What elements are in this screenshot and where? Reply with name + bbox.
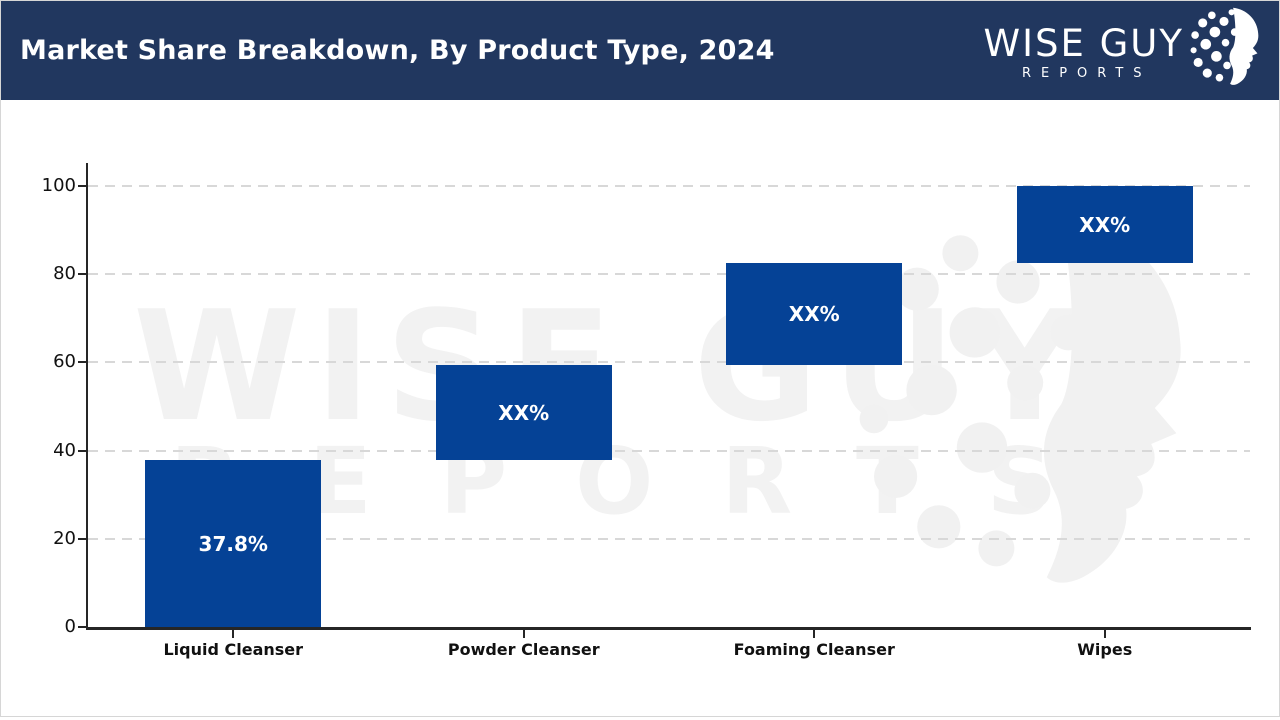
chart-bar-liquid-cleanser: 37.8% (145, 460, 322, 627)
bar-value-label: XX% (498, 400, 550, 425)
y-axis-tick-label: 0 (64, 616, 76, 637)
y-axis-tick (78, 185, 86, 187)
header-bar: Market Share Breakdown, By Product Type,… (0, 0, 1280, 100)
x-axis-tick (232, 630, 235, 638)
bar-value-label: XX% (1079, 212, 1131, 237)
gridline (88, 361, 1250, 364)
logo-text: WISE GUY REPORTS (983, 22, 1184, 82)
logo-name: WISE GUY (983, 22, 1184, 65)
page-title: Market Share Breakdown, By Product Type,… (20, 34, 775, 66)
y-axis-tick-label: 80 (53, 263, 76, 285)
y-axis-tick-label: 40 (53, 439, 76, 461)
bar-value-label: XX% (788, 302, 840, 327)
logo-tagline: REPORTS (1021, 66, 1152, 81)
gridline (88, 185, 1250, 187)
x-axis-category-label-liquid-cleanser: Liquid Cleanser (163, 640, 304, 659)
y-axis-tick (78, 361, 86, 364)
y-axis-tick (78, 537, 86, 540)
y-axis-tick (78, 626, 86, 628)
x-axis-category-label-foaming-cleanser: Foaming Cleanser (733, 640, 895, 659)
y-axis-tick-label: 20 (53, 527, 76, 549)
bar-value-label: 37.8% (198, 531, 268, 556)
wiseguy-logo: WISE GUY REPORTS (984, 6, 1262, 90)
x-axis-tick (1103, 630, 1106, 638)
gridline (88, 537, 1250, 540)
y-axis-tick-label: 60 (53, 351, 76, 373)
x-axis-tick (522, 630, 525, 638)
chart-bar-powder-cleanser: XX% (435, 365, 612, 461)
x-axis-category-label-wipes: Wipes (1077, 640, 1133, 659)
y-axis-tick (78, 449, 86, 452)
wiseguy-head-icon (1190, 7, 1259, 85)
chart-bar-wipes: XX% (1016, 186, 1193, 264)
gridline (88, 273, 1250, 276)
y-axis (86, 163, 88, 629)
x-axis (86, 627, 1251, 630)
gridline (88, 449, 1250, 452)
x-axis-category-label-powder-cleanser: Powder Cleanser (447, 640, 600, 659)
x-axis-tick (813, 630, 816, 638)
y-axis-tick (78, 273, 86, 276)
y-axis-tick-label: 100 (41, 175, 76, 196)
chart-bar-foaming-cleanser: XX% (726, 263, 903, 366)
